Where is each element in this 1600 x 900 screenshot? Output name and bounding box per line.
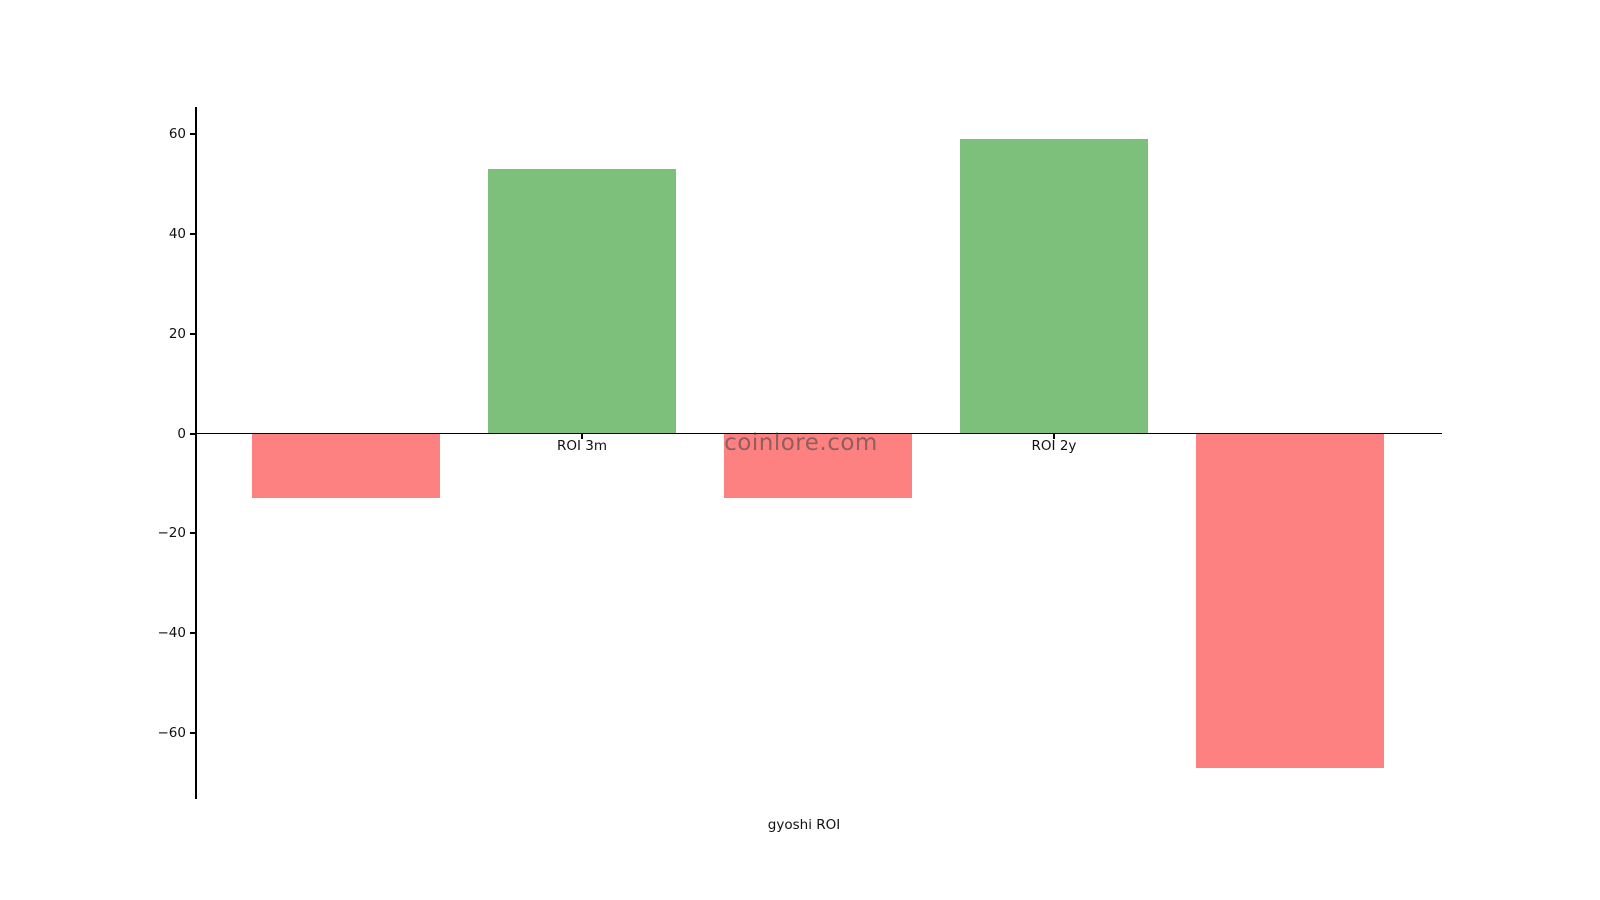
y-tick-mark <box>190 532 195 535</box>
y-tick-label: −60 <box>157 724 187 741</box>
y-tick-mark <box>190 332 195 335</box>
y-tick-mark <box>190 731 195 734</box>
bar-2 <box>723 433 913 499</box>
y-tick-mark <box>190 133 195 136</box>
x-axis-line <box>195 432 1442 435</box>
y-tick-mark <box>190 233 195 236</box>
x-tick-mark <box>1052 433 1055 439</box>
x-axis-title: gyoshi ROI <box>767 817 841 833</box>
y-tick-label: 60 <box>168 126 186 143</box>
y-tick-label: −40 <box>157 624 187 641</box>
y-tick-label: 20 <box>168 325 186 342</box>
y-tick-label: 40 <box>168 226 186 243</box>
x-tick-label: ROI 3m <box>556 437 608 454</box>
bar-0 <box>251 433 441 499</box>
bar-3 <box>959 139 1149 434</box>
y-tick-mark <box>190 631 195 634</box>
bar-4 <box>1195 433 1385 768</box>
x-tick-label: ROI 2y <box>1031 437 1077 454</box>
y-tick-mark <box>190 432 195 435</box>
y-axis-spine <box>195 107 197 799</box>
watermark: coinlore.com <box>724 430 878 456</box>
y-tick-label: 0 <box>177 425 186 442</box>
bar-1 <box>487 169 677 434</box>
y-tick-label: −20 <box>157 525 187 542</box>
x-tick-mark <box>581 433 583 439</box>
